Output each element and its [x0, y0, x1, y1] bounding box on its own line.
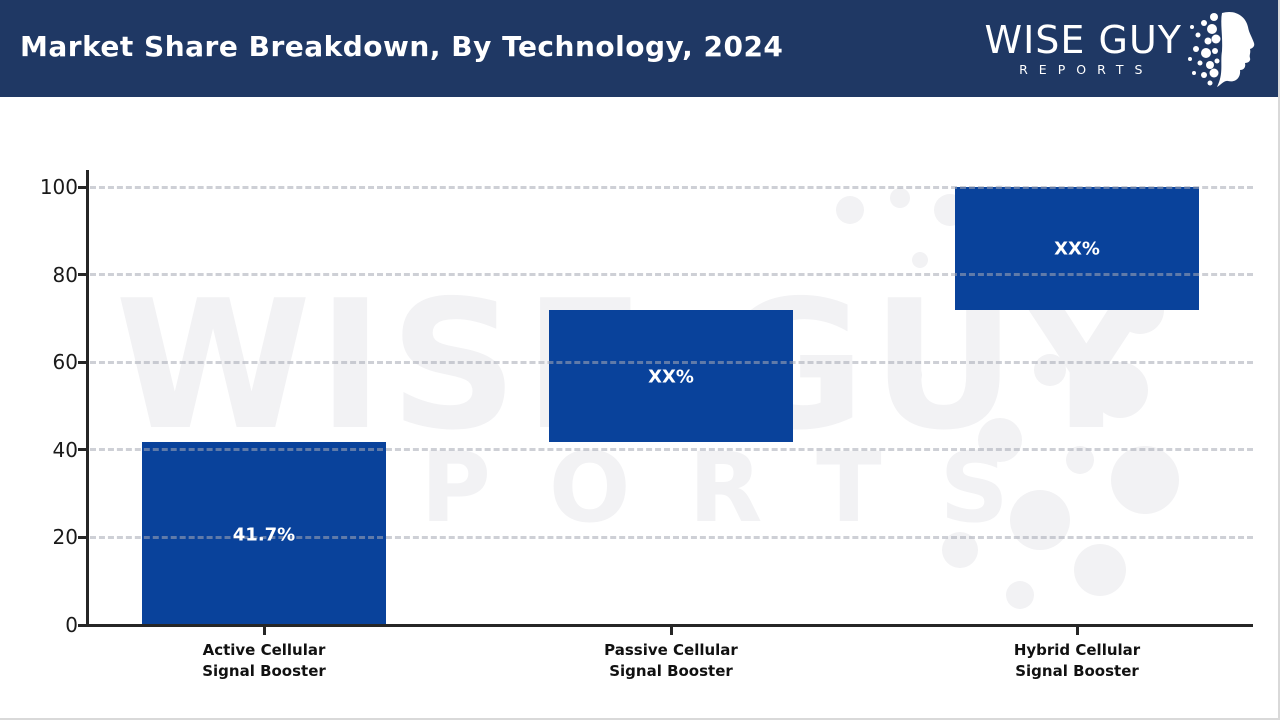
x-axis-line [86, 624, 1253, 627]
bar-value-label: XX% [648, 366, 694, 388]
y-axis-line [86, 170, 89, 627]
y-tick-label: 20 [52, 525, 78, 550]
brand-wordmark: WISE GUY [984, 17, 1182, 62]
waterfall-bar [549, 309, 793, 443]
x-category-label: Active Cellular Signal Booster [202, 641, 326, 680]
brand-logo-text: WISE GUY REPORTS [985, 21, 1182, 77]
x-tick-mark [1075, 627, 1079, 635]
gridline [90, 273, 1253, 277]
gridline [90, 535, 1253, 539]
brand-face-icon [1188, 11, 1255, 87]
y-tick-label: 100 [39, 175, 78, 199]
y-tick-mark [78, 448, 87, 452]
header: Market Share Breakdown, By Technology, 2… [0, 0, 1278, 97]
gridline [90, 185, 1253, 189]
gridline [90, 448, 1253, 452]
y-tick-mark [78, 535, 87, 539]
bar-value-label: 41.7% [232, 524, 296, 546]
y-tick-mark [78, 273, 87, 277]
x-category-label: Hybrid Cellular Signal Booster [1013, 641, 1141, 680]
y-tick-mark [78, 185, 87, 189]
page-title: Market Share Breakdown, By Technology, 2… [20, 30, 784, 63]
gridline [90, 360, 1253, 364]
y-tick-label: 40 [52, 437, 78, 462]
y-tick-mark [78, 623, 87, 627]
waterfall-bar [142, 442, 386, 625]
y-tick-label: 60 [52, 350, 78, 375]
y-tick-mark [78, 360, 87, 364]
y-tick-label: 80 [52, 262, 78, 287]
brand-subtext: REPORTS [1019, 61, 1154, 77]
bar-value-label: XX% [1054, 238, 1100, 260]
x-tick-mark [669, 627, 673, 635]
y-tick-label: 0 [65, 613, 78, 637]
brand-logo: WISE GUY REPORTS [985, 7, 1256, 91]
x-tick-mark [262, 627, 266, 635]
x-category-label: Passive Cellular Signal Booster [604, 641, 738, 680]
